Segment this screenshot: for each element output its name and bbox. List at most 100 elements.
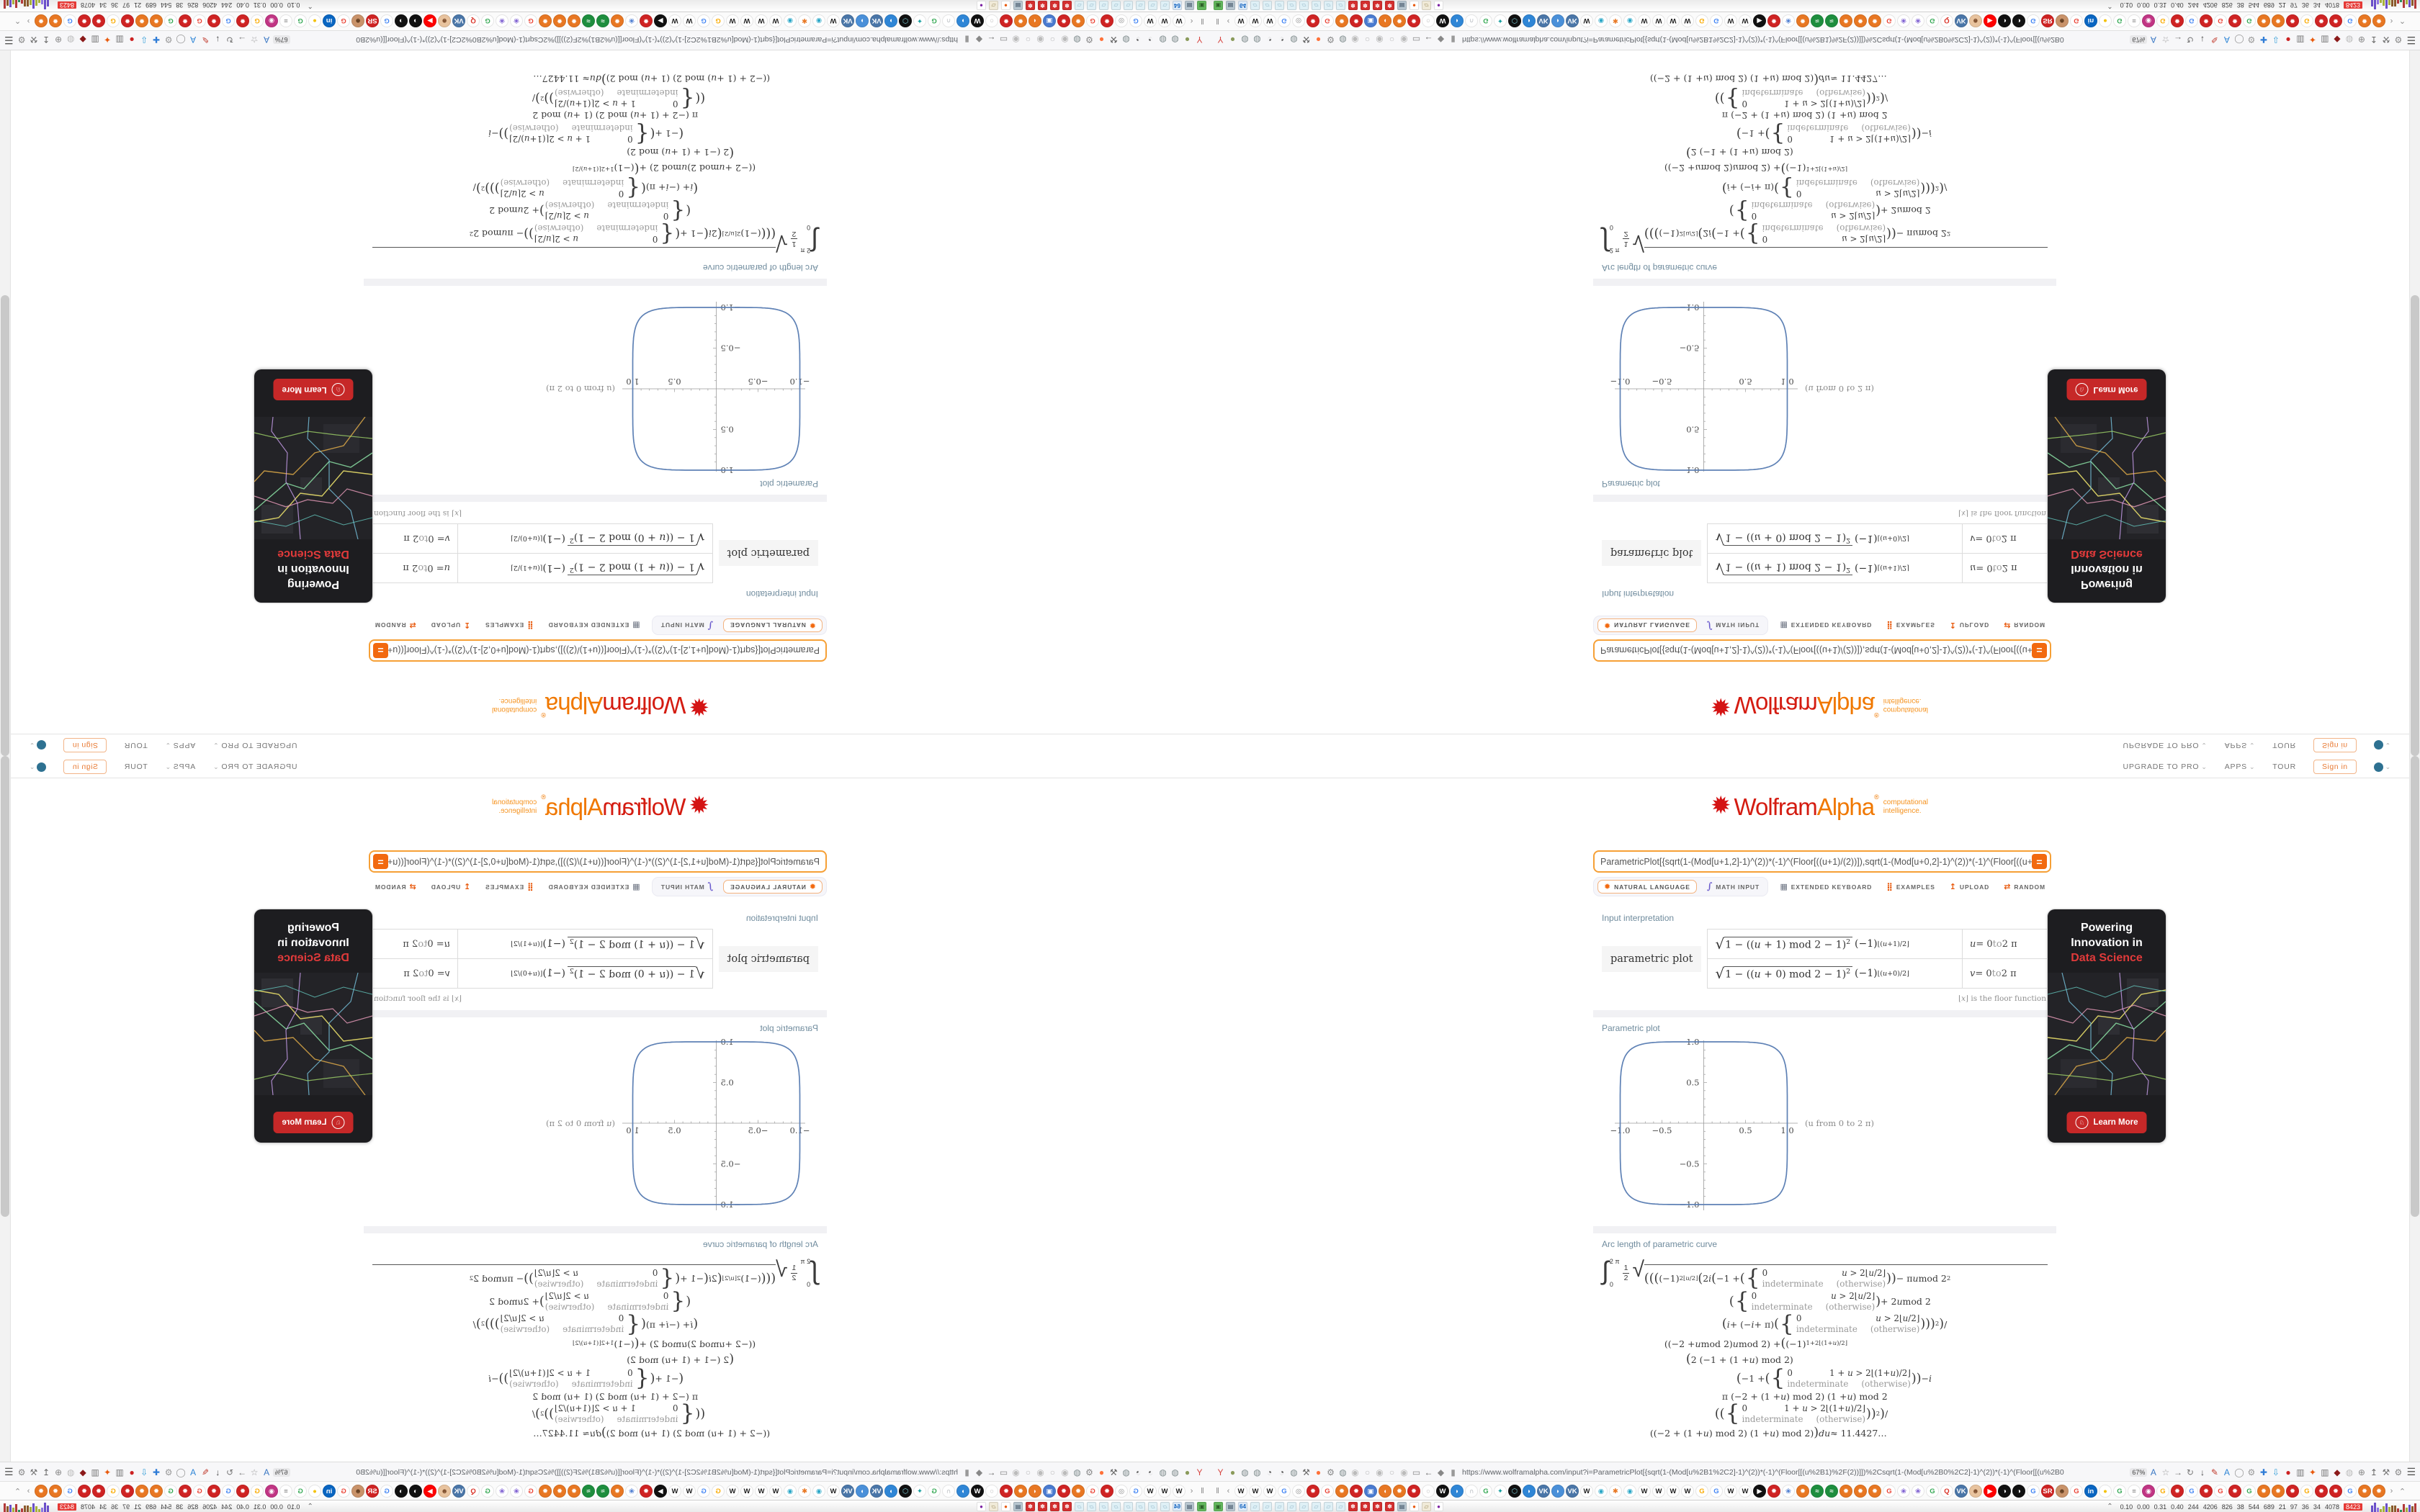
tab-favicon[interactable]: G [222,1485,235,1498]
tab-favicon[interactable]: ✹ [2315,14,2328,27]
toolbar-icon[interactable]: ◍ [1290,1467,1298,1477]
header-link-tour[interactable]: TOUR [123,741,148,750]
query-input[interactable]: ParametricPlot[{sqrt(1-(Mod[u+1,2]-1)^(2… [369,850,827,873]
toolbar-icon[interactable]: ⚙ [17,35,26,45]
tab-favicon[interactable]: G [697,14,710,27]
toolbar-icon[interactable]: ◯ [2234,35,2244,45]
tab-favicon[interactable]: W [1249,14,1262,27]
tab-favicon[interactable]: VK [841,14,854,27]
toolbar-icon[interactable]: ▮ [964,35,969,45]
taskbar-app-icon[interactable]: ▣ [1214,1,1223,10]
toolbar-icon[interactable]: ◍ [1253,35,1261,45]
tab-favicon[interactable]: ▶ [654,14,667,27]
header-link-upgrade[interactable]: UPGRADE TO PRO ⌄ [212,741,297,750]
taskbar-app-icon[interactable]: ● [1410,1,1419,10]
tab-favicon[interactable]: ✹ [179,14,192,27]
tab-favicon[interactable]: ◉ [2142,1485,2155,1498]
toolbar-icon[interactable]: ◍ [1122,35,1130,45]
tab-favicon[interactable]: ◉ [812,1485,825,1498]
tab-favicon[interactable]: W [1739,14,1752,27]
tab-favicon[interactable]: ◉ [2142,14,2155,27]
tab-favicon[interactable]: G [63,14,76,27]
tab-favicon[interactable]: G [2185,1485,2198,1498]
tab-favicon[interactable]: W [1739,1485,1752,1498]
taskbar-app-icon[interactable]: ▤ [1013,1,1023,10]
tab-favicon[interactable]: ✹ [2372,14,2385,27]
taskbar-app-icon[interactable]: ✽ [1026,1502,1035,1511]
tab-favicon[interactable]: G [1321,1485,1334,1498]
toolbar-icon[interactable]: ● [1229,1467,1236,1477]
query-input[interactable]: ParametricPlot[{sqrt(1-(Mod[u+1,2]-1)^(2… [1593,850,2051,873]
tab-favicon[interactable]: G [1321,14,1334,27]
tab-favicon[interactable]: ✦ [1494,14,1507,27]
tab-favicon[interactable]: ☻ [438,14,451,27]
tab-favicon[interactable]: in [323,1485,336,1498]
tab-favicon[interactable]: ≡ [279,1485,292,1498]
tab-scroll-left[interactable]: ‹ [1190,17,1193,25]
sign-in-button[interactable]: Sign in [2313,760,2357,774]
query-input-value[interactable]: ParametricPlot[{sqrt(1-(Mod[u+1,2]-1)^(2… [388,645,820,656]
taskbar-app-icon[interactable]: ● [1434,1,1443,10]
taskbar-app-icon[interactable]: ▤ [1185,1502,1194,1511]
tab-favicon[interactable]: ✹ [2358,14,2371,27]
url-bar[interactable]: https://www.wolframalpha.com/input?i=Par… [1462,1467,2064,1477]
tab-favicon[interactable]: ✹ [1072,1485,1085,1498]
tab-favicon[interactable]: ● [308,1485,321,1498]
toolbar-icon[interactable]: ◉ [1351,1467,1359,1477]
tab-favicon[interactable]: ✹ [1854,14,1867,27]
toolbar-icon[interactable]: ◯ [176,35,186,45]
tab-favicon[interactable]: W [1638,1485,1651,1498]
toolbar-icon[interactable]: ⊕ [55,1467,63,1477]
tab-favicon[interactable]: ▶ [654,1485,667,1498]
math-input-button[interactable]: ∫ MATH INPUT [1706,881,1760,892]
tab-scroll-left[interactable]: ‹ [1227,17,1230,25]
toolbar-icon[interactable]: ◍ [1171,1467,1179,1477]
tab-favicon[interactable]: G [928,1485,941,1498]
compute-button[interactable]: = [373,643,388,658]
tab-favicon[interactable]: ☻ [1969,14,1982,27]
tab-favicon[interactable]: ✹ [1407,1485,1420,1498]
tab-favicon[interactable]: G [222,14,235,27]
tab-favicon[interactable]: ◗ [956,14,969,27]
taskbar-app-icon[interactable]: ▱ [1263,1502,1272,1511]
taskbar-app-icon[interactable]: ▱ [1160,1,1170,10]
toolbar-icon[interactable]: ← [987,35,996,45]
tab-favicon[interactable]: ✹ [2228,1485,2241,1498]
query-input-value[interactable]: ParametricPlot[{sqrt(1-(Mod[u+1,2]-1)^(2… [1600,645,2032,656]
toolbar-icon[interactable]: ● [1184,1467,1191,1477]
tab-favicon[interactable]: G [2113,1485,2126,1498]
tab-favicon[interactable]: W [1638,14,1651,27]
sign-in-button[interactable]: Sign in [2313,738,2357,752]
extended-keyboard-button[interactable]: ▦ EXTENDED KEYBOARD [1780,621,1873,629]
tab-favicon[interactable]: ◑ [395,1485,408,1498]
tab-favicon[interactable]: ☻ [351,1485,364,1498]
tab-favicon[interactable]: ▶ [424,14,436,27]
tab-favicon[interactable]: ∩ [942,1485,955,1498]
toolbar-icon[interactable]: ⚒ [30,1467,38,1477]
toolbar-icon[interactable]: ◍ [1073,35,1081,45]
tab-favicon[interactable]: W [683,1485,696,1498]
toolbar-icon[interactable]: ◍ [1339,35,1347,45]
tab-favicon[interactable]: ▶ [1753,14,1766,27]
taskbar-app-icon[interactable]: ● [1410,1502,1419,1511]
learn-more-button[interactable]: ♘ Learn More [2066,379,2147,400]
tab-favicon[interactable]: ✹ [2171,1485,2184,1498]
toolbar-icon[interactable]: ● [129,1467,135,1477]
tab-favicon[interactable]: Q [1940,14,1953,27]
tab-favicon[interactable]: ✹ [236,14,249,27]
toolbar-icon[interactable]: ◔ [1266,1467,1273,1477]
toolbar-icon[interactable]: ▥ [91,1467,99,1477]
tab-favicon[interactable]: W [1144,14,1157,27]
taskbar-app-icon[interactable]: ▱ [1124,1502,1133,1511]
tab-favicon[interactable]: ⬡ [1508,1485,1521,1498]
tab-favicon[interactable]: ❀ [625,1485,638,1498]
toolbar-icon[interactable]: ✦ [2308,35,2316,45]
tab-favicon[interactable]: G [928,14,941,27]
tab-favicon[interactable]: W [1263,1485,1276,1498]
tab-favicon[interactable]: G [697,1485,710,1498]
tab-favicon[interactable]: ∩ [942,14,955,27]
tab-favicon[interactable]: G [2156,1485,2169,1498]
toolbar-icon[interactable]: ✦ [104,1467,112,1477]
tab-favicon[interactable]: ✹ [1350,14,1363,27]
toolbar-icon[interactable]: ⚒ [2382,35,2390,45]
